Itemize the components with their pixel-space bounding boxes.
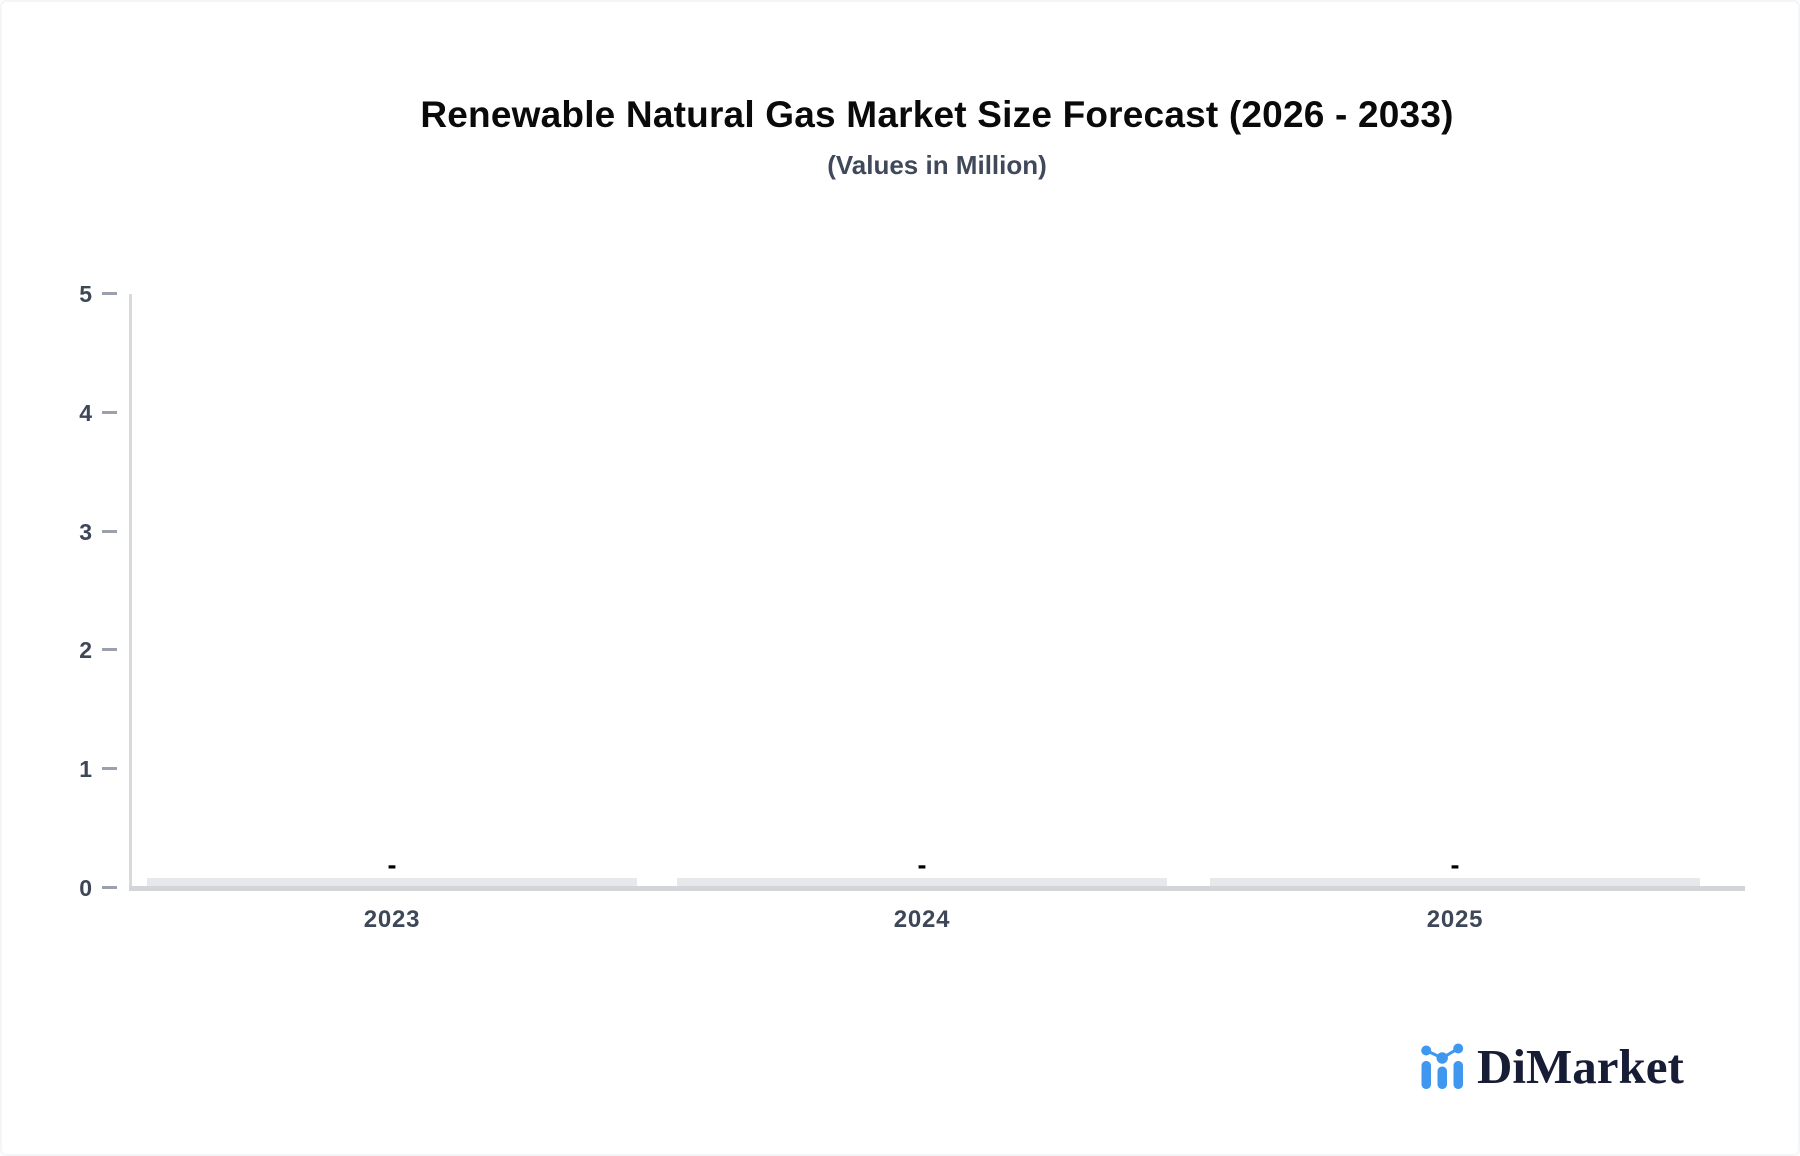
- x-axis-label: 2024: [893, 906, 951, 933]
- x-axis-line: [129, 886, 1745, 891]
- y-tick-mark: [102, 886, 117, 889]
- y-tick-label: 1: [79, 756, 92, 783]
- x-axis-label: 2023: [363, 906, 421, 933]
- y-tick-label: 4: [79, 399, 92, 426]
- bar-line-chart-icon: [1416, 1041, 1468, 1093]
- bar: [147, 878, 637, 886]
- y-tick-mark: [102, 767, 117, 771]
- y-tick-mark: [102, 410, 117, 414]
- y-tick-label: 2: [79, 637, 92, 664]
- bar: [677, 878, 1167, 886]
- value-label: -: [917, 850, 927, 880]
- y-tick-label: 0: [79, 875, 92, 901]
- value-label: -: [387, 850, 397, 880]
- y-tick-mark: [102, 529, 117, 533]
- brand-logo-text: DiMarket: [1477, 1039, 1684, 1094]
- y-tick-label: 3: [79, 518, 92, 545]
- brand-logo: DiMarket: [1416, 1040, 1684, 1094]
- chart-title: Renewable Natural Gas Market Size Foreca…: [420, 94, 1454, 135]
- bar: [1210, 878, 1700, 886]
- value-label: -: [1450, 850, 1460, 880]
- x-axis-label: 2025: [1426, 906, 1484, 933]
- y-tick-label: 5: [79, 281, 92, 307]
- y-tick-mark: [102, 292, 117, 295]
- y-axis-line: [129, 294, 132, 888]
- chart-subtitle: (Values in Million): [827, 150, 1047, 180]
- y-tick-mark: [102, 648, 117, 652]
